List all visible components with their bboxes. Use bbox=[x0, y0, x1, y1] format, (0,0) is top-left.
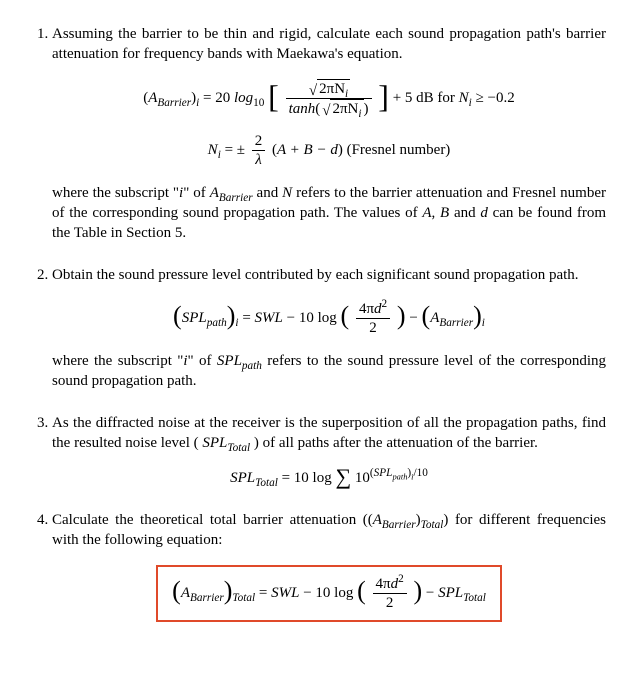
eq5-Asub: Barrier bbox=[190, 592, 224, 604]
eq3-eq: = bbox=[242, 309, 254, 325]
p1dd: d bbox=[480, 205, 488, 221]
p1Asub: Barrier bbox=[219, 192, 253, 204]
p1c: and bbox=[253, 185, 283, 201]
item-2: Obtain the sound pressure level contribu… bbox=[52, 265, 606, 391]
p1N: N bbox=[282, 185, 292, 201]
eq5-spl: SPL bbox=[438, 585, 463, 601]
p2b: " of bbox=[188, 353, 217, 369]
numbered-list: Assuming the barrier to be thin and rigi… bbox=[28, 24, 606, 622]
eq2-abd: A + B − d bbox=[277, 141, 338, 157]
item-3-splsub: Total bbox=[227, 442, 250, 454]
item-4-A: A bbox=[373, 512, 382, 528]
eq1-cond: ≥ −0.2 bbox=[472, 89, 515, 105]
eq4-esub: path bbox=[392, 471, 407, 481]
p1A: A bbox=[210, 185, 219, 201]
item-2-para: where the subscript "i" of SPLpath refer… bbox=[52, 351, 606, 392]
item-4-eq: (ABarrier)Total = SWL − 10 log ( 4πd2 2 … bbox=[52, 565, 606, 622]
eq5-num1: 4π bbox=[376, 576, 391, 592]
eq1-tanh: tanh bbox=[289, 101, 316, 117]
eq1-i: i bbox=[196, 96, 199, 108]
eq3-splsub: path bbox=[207, 316, 227, 328]
eq5-Tsub: Total bbox=[232, 592, 255, 604]
p2spl: SPL bbox=[217, 353, 242, 369]
item-3: As the diffracted noise at the receiver … bbox=[52, 413, 606, 488]
eq1-den-root-sub: i bbox=[358, 108, 361, 120]
item-1-para: where the subscript "i" of ABarrier and … bbox=[52, 183, 606, 244]
eq1-log10: 10 bbox=[253, 96, 264, 108]
eq5-numd: d bbox=[391, 576, 399, 592]
eq3-i: i bbox=[235, 316, 238, 328]
eq1-N: N bbox=[459, 89, 469, 105]
eq5-swl: SWL bbox=[271, 585, 299, 601]
item-4-Tsub: Total bbox=[421, 519, 444, 531]
eq1-den-root: 2πN bbox=[332, 101, 358, 117]
p1A2: A bbox=[422, 205, 431, 221]
eq3-spl: SPL bbox=[182, 309, 207, 325]
eq1-A: A bbox=[148, 89, 157, 105]
eq4-ediv: /10 bbox=[414, 467, 428, 479]
eq5-A: A bbox=[181, 585, 190, 601]
eq5-minus: − 10 log bbox=[299, 585, 353, 601]
item-3-eq: SPLTotal = 10 log ∑ 10(SPLpath)i/10 bbox=[52, 468, 606, 489]
eq4-spl: SPL bbox=[230, 470, 255, 486]
eq3-minus: − 10 log bbox=[283, 309, 337, 325]
item-4-intro-a: Calculate the theoretical total barrier … bbox=[52, 512, 368, 528]
eq3-numsup: 2 bbox=[382, 298, 388, 310]
item-4: Calculate the theoretical total barrier … bbox=[52, 510, 606, 622]
eq4-mid: = 10 log bbox=[282, 470, 336, 486]
eq5-eq: = bbox=[259, 585, 271, 601]
eq1-equals: = 20 bbox=[203, 89, 234, 105]
eq3-num1: 4π bbox=[359, 301, 374, 317]
eq5-numsup: 2 bbox=[398, 573, 404, 585]
eq2-rest: ) (Fresnel number) bbox=[338, 141, 450, 157]
eq4-splsub: Total bbox=[255, 477, 278, 489]
item-1-eq1: (ABarrier)i = 20 log10 [ 2πNi tanh(2πNi)… bbox=[52, 79, 606, 118]
eq1-num-root: 2πN bbox=[319, 81, 345, 97]
eq4-10: 10 bbox=[355, 470, 370, 486]
eq1-plus5: + 5 dB for bbox=[393, 89, 459, 105]
eq2-pm: = ± bbox=[221, 141, 245, 157]
eq5-den: 2 bbox=[373, 594, 407, 612]
p1b: " of bbox=[183, 185, 209, 201]
p1B: B bbox=[440, 205, 449, 221]
eq3-numd: d bbox=[374, 301, 382, 317]
eq2-N: N bbox=[208, 141, 218, 157]
eq3-A: A bbox=[430, 309, 439, 325]
p1and: and bbox=[449, 205, 480, 221]
eq2-den: λ bbox=[252, 151, 266, 169]
eq3-Asub: Barrier bbox=[439, 316, 473, 328]
item-1-intro: Assuming the barrier to be thin and rigi… bbox=[52, 26, 606, 62]
item-3-intro-b: ) of all paths after the attenuation of … bbox=[250, 435, 538, 451]
item-2-intro: Obtain the sound pressure level contribu… bbox=[52, 267, 579, 283]
eq3-minus2: − bbox=[409, 309, 421, 325]
eq2-num: 2 bbox=[252, 132, 266, 151]
eq1-A-sub: Barrier bbox=[157, 96, 191, 108]
eq3-swl: SWL bbox=[255, 309, 283, 325]
item-4-Asub: Barrier bbox=[382, 519, 416, 531]
p2splsub: path bbox=[242, 360, 262, 372]
item-1-eq2: Ni = ± 2 λ (A + B − d) (Fresnel number) bbox=[52, 132, 606, 169]
eq1-log: log bbox=[234, 89, 253, 105]
item-1: Assuming the barrier to be thin and rigi… bbox=[52, 24, 606, 243]
p1a: where the subscript " bbox=[52, 185, 179, 201]
eq4-espl: SPL bbox=[374, 467, 393, 479]
eq3-den: 2 bbox=[356, 319, 390, 337]
eq3-i2: i bbox=[482, 316, 485, 328]
eq5-minus2: − bbox=[426, 585, 438, 601]
item-3-spl: SPL bbox=[202, 435, 227, 451]
p2a: where the subscript " bbox=[52, 353, 183, 369]
item-2-eq: (SPLpath)i = SWL − 10 log ( 4πd2 2 ) − (… bbox=[52, 300, 606, 337]
eq5-splsub: Total bbox=[463, 592, 486, 604]
p1cm: , bbox=[432, 205, 441, 221]
